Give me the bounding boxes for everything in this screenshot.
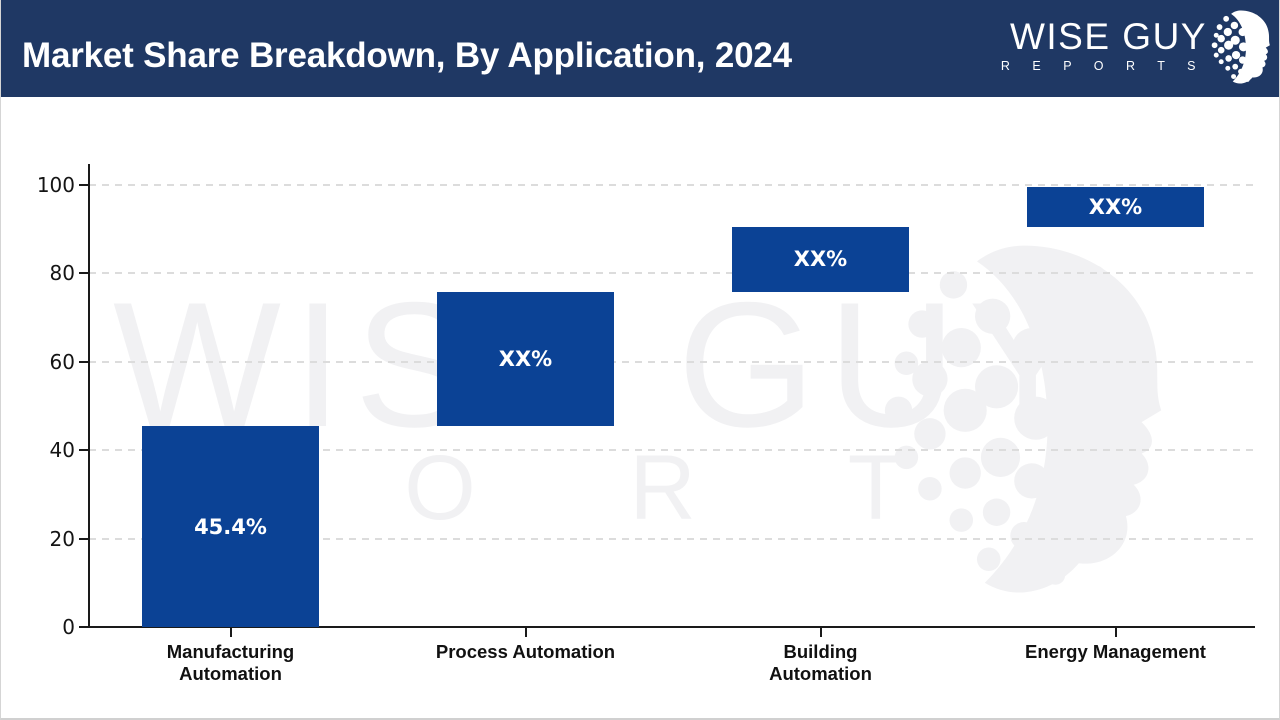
x-tick-manufacturing-automation [229, 628, 232, 637]
bar-value-label-manufacturing-automation: 45.4% [194, 514, 267, 539]
gridline-20 [89, 537, 1254, 540]
bar-manufacturing-automation: 45.4% [142, 426, 319, 627]
bar-energy-management: XX% [1027, 186, 1204, 227]
y-tick-label-100: 100 [36, 172, 75, 197]
x-tick-label-process-automation: Process Automation [435, 641, 616, 662]
logo-wordmark: WISE GUY [1009, 16, 1207, 57]
y-tick-40 [79, 449, 88, 451]
chart-title: Market Share Breakdown, By Application, … [22, 36, 792, 75]
gridline-40 [89, 449, 1254, 451]
x-tick-label-building-automation: Building Automation [769, 641, 872, 684]
x-axis-line [88, 626, 1255, 628]
bar-value-label-process-automation: XX% [498, 347, 553, 372]
x-tick-label-manufacturing-automation: Manufacturing Automation [166, 641, 295, 684]
y-tick-label-40: 40 [49, 438, 75, 462]
logo-head-icon [1211, 10, 1270, 84]
bar-process-automation: XX% [437, 292, 614, 427]
y-axis-line [88, 164, 90, 628]
y-tick-60 [79, 360, 88, 363]
x-tick-label-energy-management: Energy Management [1025, 641, 1206, 662]
header-bar: Market Share Breakdown, By Application, … [1, 0, 1279, 97]
y-tick-0 [79, 626, 88, 628]
y-tick-label-60: 60 [49, 349, 75, 374]
bar-value-label-energy-management: XX% [1088, 194, 1143, 219]
x-tick-process-automation [524, 628, 527, 637]
gridline-80 [89, 272, 1254, 274]
gridline-100 [89, 183, 1254, 186]
bar-building-automation: XX% [732, 226, 909, 293]
gridline-60 [89, 360, 1254, 363]
y-tick-20 [79, 537, 88, 540]
y-tick-label-0: 0 [62, 615, 75, 639]
y-tick-80 [79, 272, 88, 274]
bar-value-label-building-automation: XX% [793, 247, 848, 272]
x-tick-energy-management [1114, 628, 1117, 637]
y-tick-100 [79, 183, 88, 186]
y-tick-label-20: 20 [49, 526, 75, 551]
y-tick-label-80: 80 [49, 261, 75, 285]
x-tick-building-automation [819, 628, 822, 637]
logo-subtitle: R E P O R T S [1000, 59, 1205, 73]
